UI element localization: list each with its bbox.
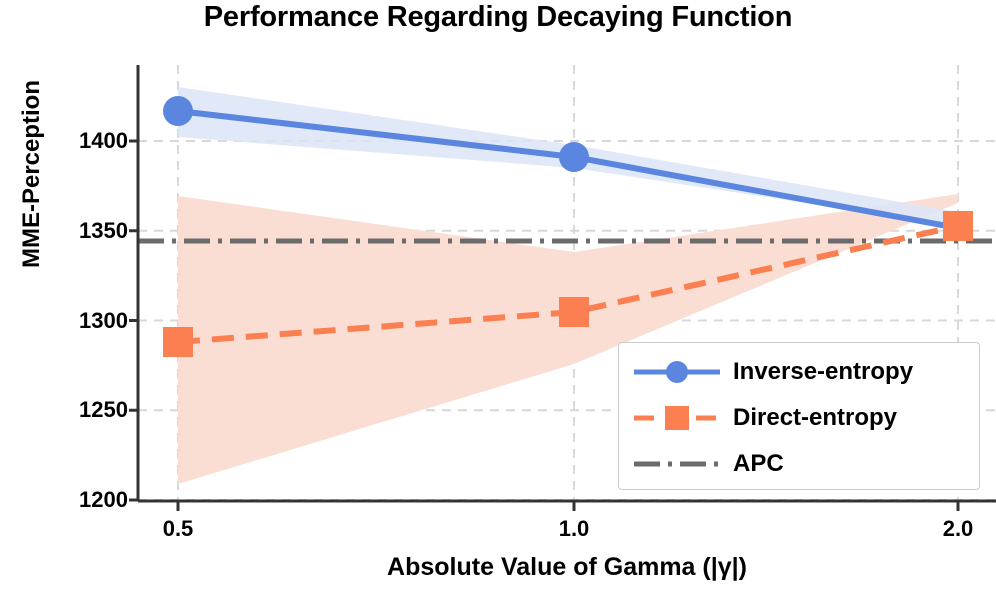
axis-spines — [136, 65, 996, 503]
y-tick-1250: 1250 — [79, 397, 128, 423]
legend-swatch-direct-entropy — [634, 406, 720, 430]
legend-label-apc: APC — [733, 450, 784, 477]
legend-label-direct-entropy: Direct-entropy — [733, 404, 898, 431]
series-markers-direct-entropy — [163, 211, 973, 357]
series-line-direct-entropy — [177, 223, 959, 345]
legend-label-inverse-entropy: Inverse-entropy — [733, 358, 914, 385]
data-point-direct-2.0 — [943, 211, 973, 241]
chart-legend: Inverse-entropy Direct-entropy APC — [618, 342, 980, 490]
data-point-direct-0.5 — [163, 327, 193, 357]
x-tick-2.0: 2.0 — [942, 516, 974, 541]
data-point-inverse-0.5 — [163, 96, 193, 126]
legend-item-direct-entropy: Direct-entropy — [619, 395, 979, 441]
y-axis-tick-labels: 1200 1250 1300 1350 1400 — [20, 0, 128, 607]
legend-item-apc: APC — [619, 441, 979, 487]
y-tick-1200: 1200 — [79, 487, 128, 512]
legend-item-inverse-entropy: Inverse-entropy — [619, 349, 979, 395]
x-axis-label: Absolute Value of Gamma (|γ|) — [387, 553, 747, 581]
confidence-band-direct-entropy — [178, 194, 958, 484]
y-tick-1300: 1300 — [79, 307, 128, 333]
series-markers-inverse-entropy — [163, 96, 589, 172]
axis-ticks — [129, 139, 960, 511]
vertical-gridlines — [177, 65, 959, 500]
chart-title: Performance Regarding Decaying Function — [203, 1, 793, 33]
y-tick-1400: 1400 — [79, 128, 128, 153]
data-point-direct-1.0 — [559, 297, 589, 327]
legend-swatch-inverse-entropy — [634, 361, 720, 383]
legend-swatch-apc — [634, 461, 720, 467]
data-point-inverse-1.0 — [559, 142, 589, 172]
y-tick-1350: 1350 — [79, 217, 128, 243]
x-tick-1.0: 1.0 — [558, 516, 590, 541]
x-tick-0.5: 0.5 — [162, 516, 194, 541]
